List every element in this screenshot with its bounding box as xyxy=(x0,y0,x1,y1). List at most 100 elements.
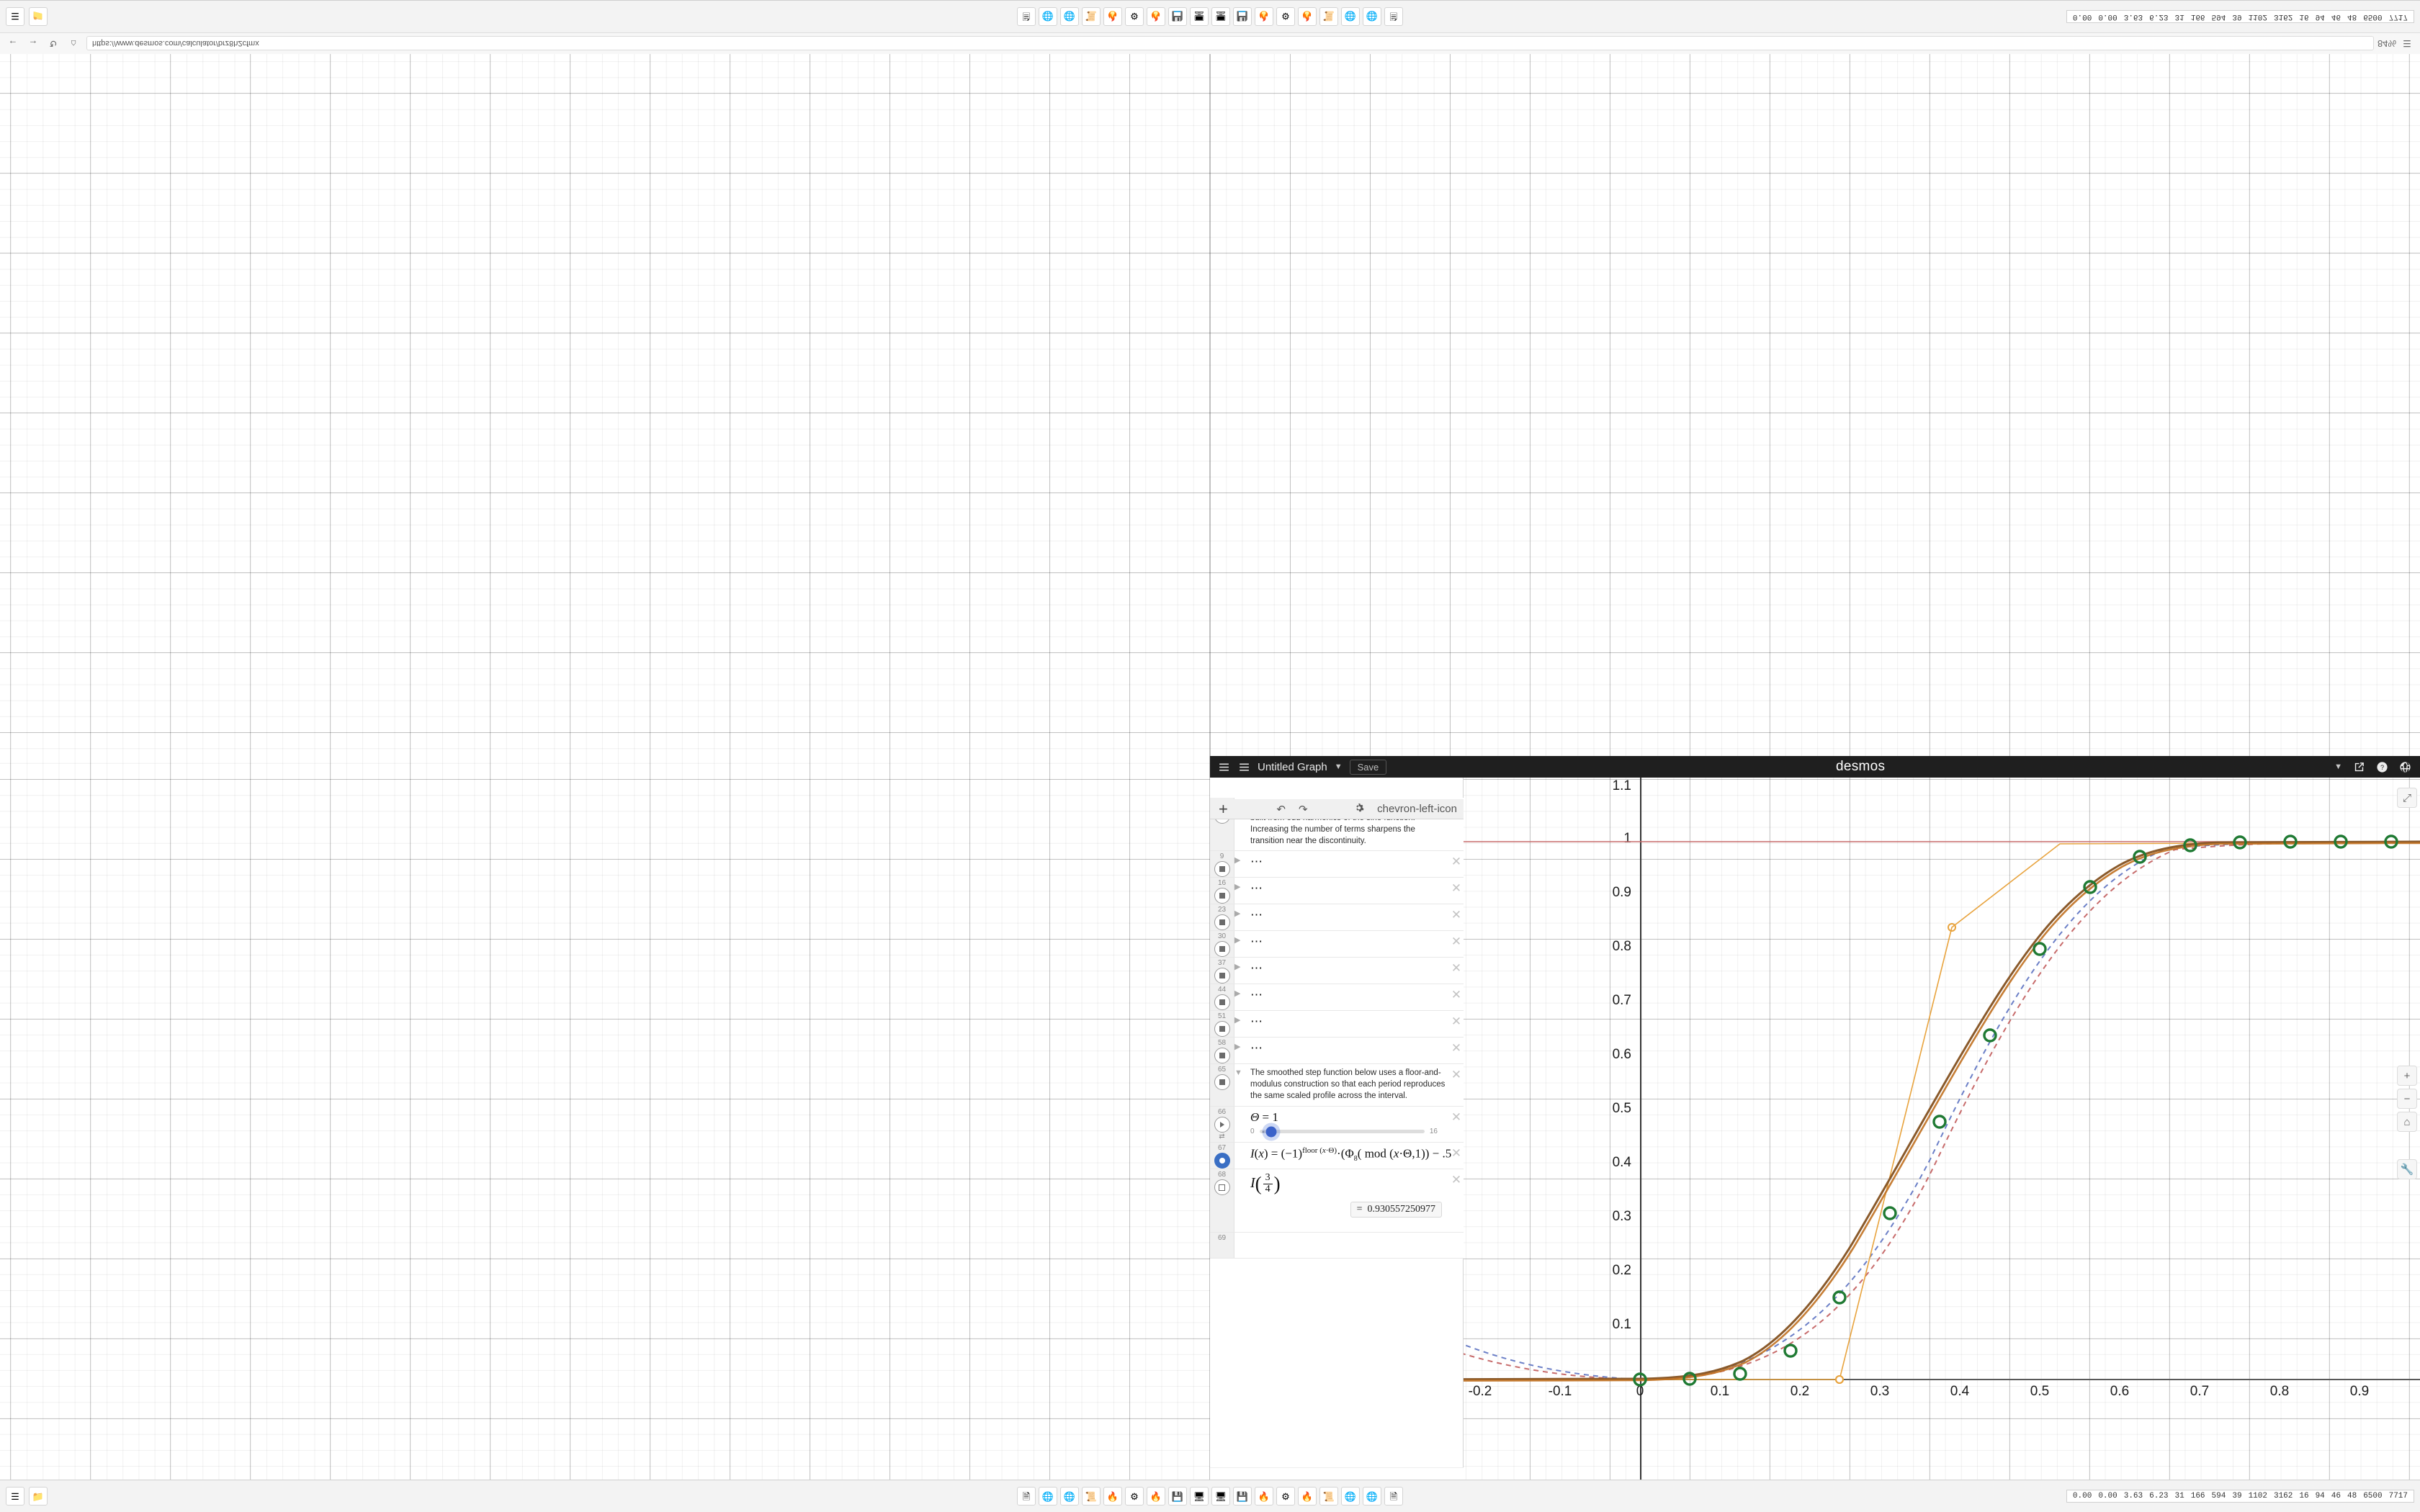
list-item[interactable]: 51 ▶ ⋯ ✕ xyxy=(1210,1011,1464,1038)
color-swatch-button[interactable] xyxy=(1214,1153,1230,1169)
os-taskbar-bottom[interactable]: ☰ 📁 🗎 🌐 🌐 📜 🔥 ⚙ 🔥 💾 🖥 🖥 💾 🔥 ⚙ 🔥 📜 🌐 🌐 🗎 xyxy=(0,1480,2420,1512)
taskbar-item[interactable]: 🌐 xyxy=(1363,1487,1381,1506)
hamburger-icon[interactable] xyxy=(1217,760,1230,773)
row-content[interactable]: ▶ ⋯ xyxy=(1234,1011,1449,1037)
loop-icon[interactable]: ⇄ xyxy=(1219,1133,1225,1141)
row-content[interactable] xyxy=(1234,1233,1449,1258)
play-button[interactable] xyxy=(1214,1117,1230,1133)
folder-toggle-button[interactable] xyxy=(1214,914,1230,931)
home-button[interactable]: ⌂ xyxy=(2397,1112,2417,1132)
taskbar-window-buttons[interactable]: 🗎 🌐 🌐 📜 🔥 ⚙ 🔥 💾 🖥 🖥 💾 🔥 ⚙ 🔥 📜 🌐 🌐 🗎 xyxy=(1017,1487,1403,1506)
row-content[interactable]: I(x) = (−1)floor (x·Θ)·(Φ8( mod (x·Θ,1))… xyxy=(1234,1143,1451,1169)
slider-handle[interactable] xyxy=(1265,1126,1277,1138)
list-item[interactable]: 44 ▶ ⋯ ✕ xyxy=(1210,984,1464,1012)
folder-toggle-button[interactable] xyxy=(1214,968,1230,984)
delete-row-button[interactable]: ✕ xyxy=(1451,855,1462,869)
save-button[interactable]: Save xyxy=(1349,759,1387,775)
taskbar-item[interactable]: 💾 xyxy=(1233,1487,1252,1506)
desmos-logo[interactable]: desmos xyxy=(1836,759,1886,774)
row-content[interactable]: Θ = 1 0 16 xyxy=(1234,1107,1449,1142)
undo-button[interactable]: ↶ xyxy=(1276,803,1286,816)
list-item[interactable]: 30 ▶ ⋯ ✕ xyxy=(1210,931,1464,958)
list-item[interactable]: 16 ▶ ⋯ ✕ xyxy=(1210,878,1464,905)
list-item[interactable]: 9 ▶ ⋯ ✕ xyxy=(1210,851,1464,878)
redo-button[interactable]: ↷ xyxy=(1298,803,1308,816)
chevron-right-icon[interactable]: ▶ xyxy=(1234,1043,1241,1052)
delete-row-button[interactable]: ✕ xyxy=(1451,881,1462,896)
chevron-down-icon-2[interactable]: ▼ xyxy=(2334,762,2342,771)
taskbar-item[interactable]: ⚙ xyxy=(1276,1487,1295,1506)
taskbar-item[interactable]: 🖥 xyxy=(1211,1487,1230,1506)
list-item-slider[interactable]: 66 ⇄ Θ = 1 0 xyxy=(1210,1107,1464,1143)
folder-toggle-button[interactable] xyxy=(1214,888,1230,904)
taskbar-item[interactable]: 🔥 xyxy=(1298,1487,1317,1506)
add-expression-button[interactable]: + xyxy=(1219,799,1228,818)
globe-icon[interactable] xyxy=(2398,760,2411,773)
delete-row-button[interactable]: ✕ xyxy=(1451,935,1462,949)
taskbar-item[interactable]: 🖥 xyxy=(1190,1487,1209,1506)
delete-row-button[interactable]: ✕ xyxy=(1451,908,1462,922)
row-content[interactable]: ▶ ⋯ xyxy=(1234,958,1449,984)
folder-toggle-button[interactable] xyxy=(1214,994,1230,1011)
folder-toggle-button[interactable] xyxy=(1214,1021,1230,1038)
row-content[interactable]: ▼ The smoothed step function below uses … xyxy=(1234,1064,1449,1106)
row-content[interactable]: I(3 4) = 0.930557250977 xyxy=(1234,1169,1449,1232)
delete-row-button[interactable]: ✕ xyxy=(1451,1014,1462,1029)
expression-list[interactable]: 4 ▶ A Fourier series approximation of th… xyxy=(1210,798,1464,1467)
wrench-icon[interactable]: 🔧 xyxy=(2397,1159,2417,1179)
delete-row-button[interactable]: ✕ xyxy=(1451,1068,1462,1082)
list-item[interactable]: 23 ▶ ⋯ ✕ xyxy=(1210,904,1464,932)
table-toggle-button[interactable] xyxy=(1214,1179,1230,1196)
slider-track[interactable] xyxy=(1259,1126,1425,1138)
graph-title[interactable]: Untitled Graph xyxy=(1258,760,1327,773)
row-content[interactable]: ▶ ⋯ xyxy=(1234,904,1449,930)
chevron-right-icon[interactable]: ▶ xyxy=(1234,909,1241,919)
taskbar-tray[interactable]: 0.00 0.00 3.63 6.23 31 166 594 39 1102 3… xyxy=(2066,1490,2414,1503)
taskbar-item[interactable]: 🌐 xyxy=(1341,1487,1360,1506)
slider-control[interactable]: 0 16 xyxy=(1241,1125,1446,1138)
folder-toggle-button[interactable] xyxy=(1214,1074,1230,1091)
folder-toggle-button[interactable] xyxy=(1214,941,1230,958)
chevron-right-icon[interactable]: ▶ xyxy=(1234,883,1241,892)
taskbar-item[interactable]: 📜 xyxy=(1319,1487,1338,1506)
taskbar-item[interactable]: 🌐 xyxy=(1039,1487,1057,1506)
taskbar-item[interactable]: 💾 xyxy=(1168,1487,1187,1506)
list-item-function[interactable]: 67 I(x) = (−1)floor (x·Θ)·(Φ8( mod (x·Θ,… xyxy=(1210,1143,1464,1170)
taskbar-launchers-left[interactable]: ☰ 📁 xyxy=(6,1487,48,1506)
folder-toggle-button[interactable] xyxy=(1214,1048,1230,1064)
chevron-right-icon[interactable]: ▶ xyxy=(1234,989,1241,999)
row-content[interactable]: ▶ ⋯ xyxy=(1234,878,1449,904)
taskbar-item[interactable]: 🗎 xyxy=(1384,1487,1403,1506)
graph-settings-cluster[interactable]: 🔧 xyxy=(2397,1159,2417,1182)
list-item[interactable]: 37 ▶ ⋯ ✕ xyxy=(1210,958,1464,985)
delete-row-button[interactable]: ✕ xyxy=(1451,988,1462,1002)
slider-value[interactable]: 1 xyxy=(1272,1110,1278,1125)
row-content[interactable]: ▶ ⋯ xyxy=(1234,931,1449,957)
list-icon[interactable] xyxy=(1237,760,1250,773)
chevron-down-icon[interactable]: ▼ xyxy=(1334,762,1343,771)
chevron-right-icon[interactable]: ▶ xyxy=(1234,963,1241,972)
taskbar-item[interactable]: 🔥 xyxy=(1255,1487,1273,1506)
delete-row-button[interactable]: ✕ xyxy=(1451,1173,1462,1187)
list-item[interactable]: 65 ▼ The smoothed step function below us… xyxy=(1210,1064,1464,1107)
taskbar-item[interactable]: 🗎 xyxy=(1017,1487,1036,1506)
zoom-in-button[interactable]: + xyxy=(2397,1066,2417,1086)
list-item[interactable]: 58 ▶ ⋯ ✕ xyxy=(1210,1038,1464,1065)
delete-row-button[interactable]: ✕ xyxy=(1451,1146,1462,1161)
share-icon[interactable] xyxy=(2352,760,2365,773)
row-content[interactable]: ▶ ⋯ xyxy=(1234,851,1449,877)
gear-icon[interactable] xyxy=(1348,803,1371,816)
chevron-right-icon[interactable]: ▶ xyxy=(1234,936,1241,945)
expand-graph-button[interactable]: ⤢ xyxy=(2397,788,2417,808)
delete-row-button[interactable]: ✕ xyxy=(1451,961,1462,976)
row-content[interactable]: ▶ ⋯ xyxy=(1234,1038,1449,1063)
menu-icon[interactable]: ☰ xyxy=(6,1487,24,1506)
taskbar-item[interactable]: ⚙ xyxy=(1125,1487,1144,1506)
graph-control-cluster[interactable]: + − ⌂ xyxy=(2397,1066,2417,1135)
help-icon[interactable]: ? xyxy=(2375,760,2388,773)
delete-row-button[interactable]: ✕ xyxy=(1451,1041,1462,1056)
chevron-right-icon[interactable]: ▶ xyxy=(1234,856,1241,865)
taskbar-item[interactable]: 🔥 xyxy=(1147,1487,1165,1506)
list-item-empty[interactable]: 69 xyxy=(1210,1233,1464,1259)
chevron-right-icon[interactable]: ▶ xyxy=(1234,1016,1241,1025)
